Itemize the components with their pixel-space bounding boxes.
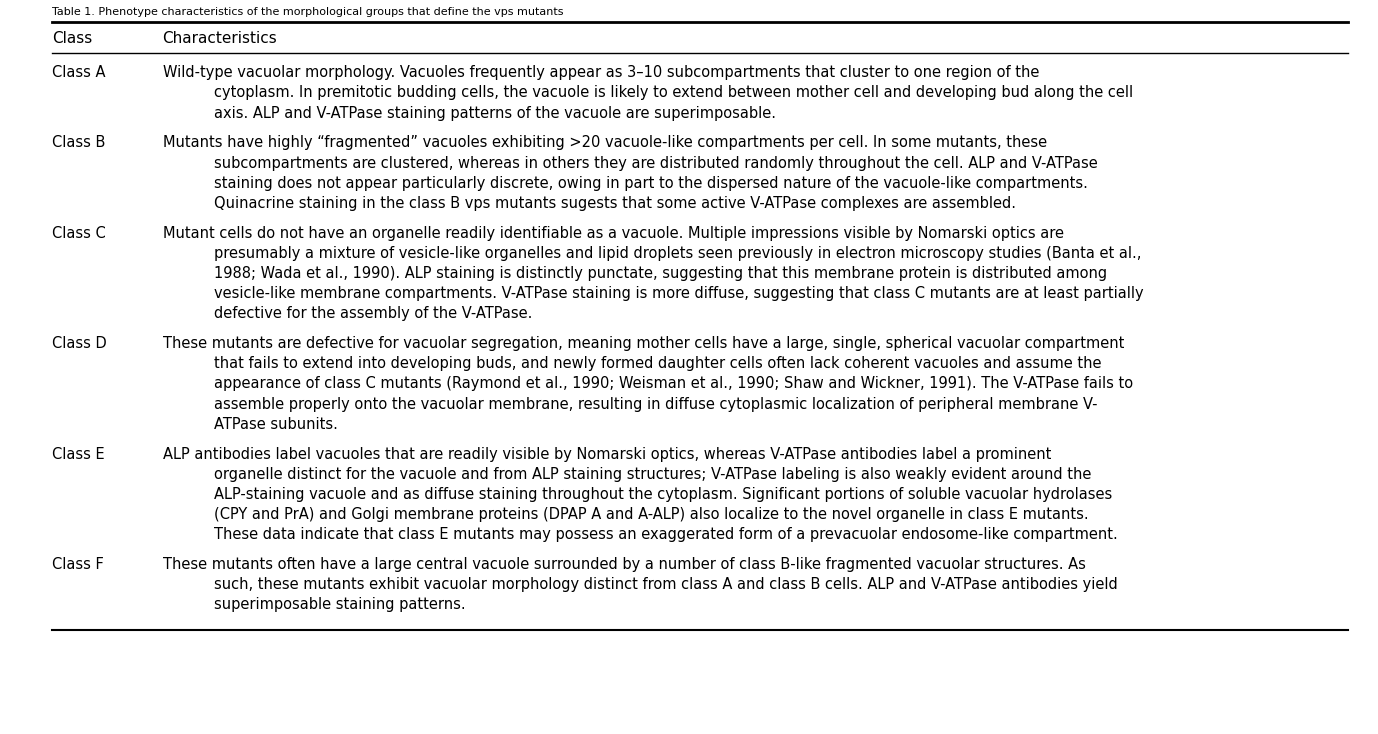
Text: ATPase subunits.: ATPase subunits. [214,417,338,432]
Text: Class D: Class D [52,336,107,351]
Text: defective for the assembly of the V-ATPase.: defective for the assembly of the V-ATPa… [214,306,532,321]
Text: Class C: Class C [52,225,106,241]
Text: Class A: Class A [52,65,106,80]
Text: Class E: Class E [52,446,105,462]
Text: These mutants are defective for vacuolar segregation, meaning mother cells have : These mutants are defective for vacuolar… [163,336,1124,351]
Text: These data indicate that class E mutants may possess an exaggerated form of a pr: These data indicate that class E mutants… [214,527,1118,542]
Text: staining does not appear particularly discrete, owing in part to the dispersed n: staining does not appear particularly di… [214,175,1087,191]
Text: Class: Class [52,31,92,46]
Text: Table 1. Phenotype characteristics of the morphological groups that define the v: Table 1. Phenotype characteristics of th… [52,7,564,17]
Text: Wild-type vacuolar morphology. Vacuoles frequently appear as 3–10 subcompartment: Wild-type vacuolar morphology. Vacuoles … [163,65,1039,80]
Text: cytoplasm. In premitotic budding cells, the vacuole is likely to extend between : cytoplasm. In premitotic budding cells, … [214,85,1133,101]
Text: Mutants have highly “fragmented” vacuoles exhibiting >20 vacuole-like compartmen: Mutants have highly “fragmented” vacuole… [163,135,1047,150]
Text: These mutants often have a large central vacuole surrounded by a number of class: These mutants often have a large central… [163,557,1086,572]
Text: that fails to extend into developing buds, and newly formed daughter cells often: that fails to extend into developing bud… [214,356,1101,371]
Text: appearance of class C mutants (Raymond et al., 1990; Weisman et al., 1990; Shaw : appearance of class C mutants (Raymond e… [214,377,1133,391]
Text: Characteristics: Characteristics [163,31,277,46]
Text: organelle distinct for the vacuole and from ALP staining structures; V-ATPase la: organelle distinct for the vacuole and f… [214,467,1091,482]
Text: 1988; Wada et al., 1990). ALP staining is distinctly punctate, suggesting that t: 1988; Wada et al., 1990). ALP staining i… [214,266,1107,281]
Text: superimposable staining patterns.: superimposable staining patterns. [214,597,466,612]
Text: Quinacrine staining in the class B vps mutants sugests that some active V-ATPase: Quinacrine staining in the class B vps m… [214,196,1016,211]
Text: ALP-staining vacuole and as diffuse staining throughout the cytoplasm. Significa: ALP-staining vacuole and as diffuse stai… [214,487,1112,502]
Text: Class B: Class B [52,135,106,150]
Text: Class F: Class F [52,557,105,572]
Text: (CPY and PrA) and Golgi membrane proteins (DPAP A and A-ALP) also localize to th: (CPY and PrA) and Golgi membrane protein… [214,507,1089,522]
Text: vesicle-like membrane compartments. V-ATPase staining is more diffuse, suggestin: vesicle-like membrane compartments. V-AT… [214,286,1144,301]
Text: subcompartments are clustered, whereas in others they are distributed randomly t: subcompartments are clustered, whereas i… [214,156,1097,170]
Text: axis. ALP and V-ATPase staining patterns of the vacuole are superimposable.: axis. ALP and V-ATPase staining patterns… [214,106,776,120]
Text: Mutant cells do not have an organelle readily identifiable as a vacuole. Multipl: Mutant cells do not have an organelle re… [163,225,1064,241]
Text: such, these mutants exhibit vacuolar morphology distinct from class A and class : such, these mutants exhibit vacuolar mor… [214,577,1118,592]
Text: assemble properly onto the vacuolar membrane, resulting in diffuse cytoplasmic l: assemble properly onto the vacuolar memb… [214,396,1097,412]
Text: presumably a mixture of vesicle-like organelles and lipid droplets seen previous: presumably a mixture of vesicle-like org… [214,246,1141,261]
Text: ALP antibodies label vacuoles that are readily visible by Nomarski optics, where: ALP antibodies label vacuoles that are r… [163,446,1051,462]
